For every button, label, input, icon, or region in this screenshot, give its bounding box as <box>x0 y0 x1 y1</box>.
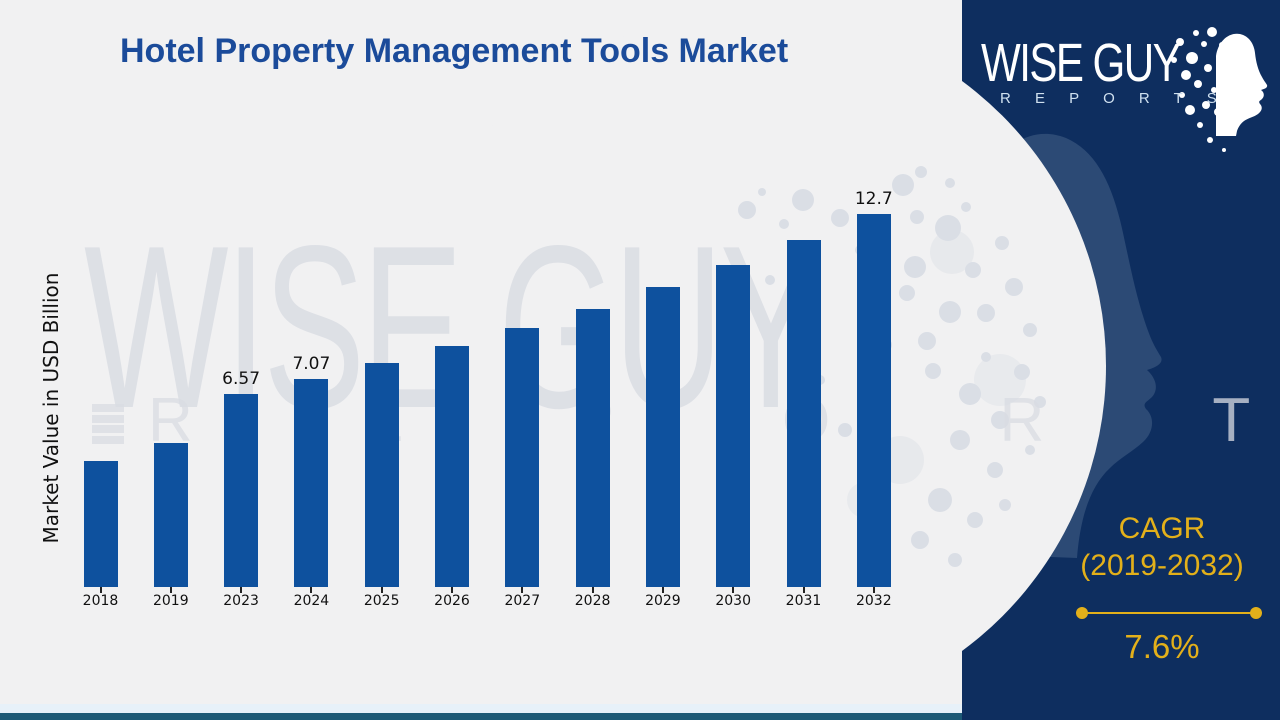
x-tick-2018 <box>99 587 102 593</box>
bar-2031 <box>786 240 821 587</box>
logo-reports-label: R E P O R T S <box>1000 90 1227 107</box>
x-tick-2023 <box>240 587 243 593</box>
x-label-2023: 2023 <box>223 593 259 609</box>
bar-2026 <box>435 346 469 587</box>
bar-2019 <box>153 443 188 587</box>
logo-face-icon <box>1216 33 1268 137</box>
bar-2032 <box>856 214 891 587</box>
cagr-label: CAGR <box>1118 512 1206 545</box>
x-label-2032: 2032 <box>855 593 892 609</box>
x-label-2018: 2018 <box>82 593 119 609</box>
x-label-2026: 2026 <box>434 593 470 609</box>
divider-line <box>1080 612 1258 614</box>
x-label-2027: 2027 <box>504 593 541 609</box>
value-label-2024: 7.07 <box>292 354 331 374</box>
x-tick-2028 <box>591 587 594 593</box>
bar-2024 <box>294 379 329 587</box>
bar-2028 <box>575 309 610 587</box>
footer-strip-light <box>0 704 962 713</box>
x-tick-2019 <box>169 587 172 593</box>
divider-dot-right <box>1250 607 1262 619</box>
cagr-range: (2019-2032) <box>1080 549 1244 582</box>
x-label-2019: 2019 <box>152 593 189 609</box>
bar-2018 <box>83 461 118 587</box>
x-tick-2030 <box>732 587 735 593</box>
value-label-2032: 12.7 <box>854 189 893 209</box>
x-label-2029: 2029 <box>645 593 681 609</box>
footer-strip-teal <box>0 713 962 720</box>
x-tick-2032 <box>872 587 875 593</box>
decor-circle <box>398 12 1106 720</box>
bar-2023 <box>224 394 259 587</box>
watermark-reports: R E P O R T S <box>148 386 1280 455</box>
x-tick-2026 <box>451 587 453 593</box>
x-label-2028: 2028 <box>574 593 611 609</box>
x-tick-2031 <box>802 587 805 593</box>
x-tick-2024 <box>310 587 313 593</box>
logo-wordmark: WISE GUY <box>981 33 1181 93</box>
x-tick-2029 <box>661 587 664 593</box>
bar-2025 <box>364 363 399 587</box>
cagr-divider <box>1076 607 1262 619</box>
watermark-lines-icon <box>92 404 124 444</box>
cagr-value: 7.6% <box>1124 628 1200 665</box>
x-label-2031: 2031 <box>785 593 822 609</box>
bar-2030 <box>716 265 751 587</box>
x-label-2030: 2030 <box>715 593 751 609</box>
x-label-2024: 2024 <box>293 593 330 609</box>
bar-2027 <box>505 328 540 587</box>
y-axis-label: Market Value in USD Billion <box>39 272 63 544</box>
x-tick-2027 <box>521 587 524 593</box>
page-title: Hotel Property Management Tools Market <box>120 32 789 70</box>
x-tick-2025 <box>380 587 383 593</box>
x-label-2025: 2025 <box>363 593 400 609</box>
value-label-2023: 6.57 <box>222 369 261 389</box>
bar-2029 <box>645 287 680 587</box>
